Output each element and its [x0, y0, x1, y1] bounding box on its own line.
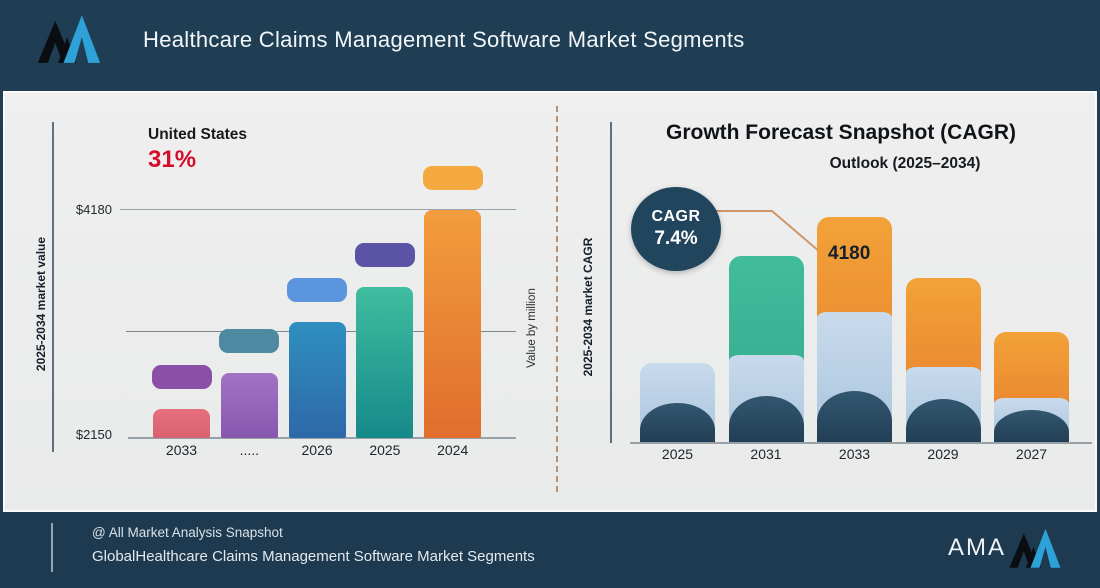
left-right-axis-label: Value by million	[526, 288, 538, 368]
header-bar: Healthcare Claims Management Software Ma…	[0, 0, 1100, 91]
x-label-2031: 2031	[750, 446, 782, 462]
left-y-axis-label: 2025-2034 market value	[34, 236, 48, 372]
bar-body-2026	[288, 322, 346, 438]
peak-value-label: 4180	[828, 243, 871, 264]
gridline-4180	[120, 209, 516, 210]
bar-cap-2024	[422, 166, 483, 190]
cagr-badge: CAGR 7.4%	[631, 187, 721, 271]
page-title: Healthcare Claims Management Software Ma…	[143, 27, 745, 52]
x-label-2024: 2024	[437, 442, 469, 458]
left-annotation-value: 31%	[148, 146, 197, 173]
bar-cap-2026	[287, 278, 348, 303]
right-y-axis	[610, 122, 612, 443]
footer-brand-text: AMA	[948, 534, 1007, 561]
footer-bar: @ All Market Analysis Snapshot GlobalHea…	[0, 512, 1100, 588]
footer-title: GlobalHealthcare Claims Management Softw…	[92, 548, 535, 565]
cagr-badge-value: 7.4%	[654, 228, 698, 249]
x-label-2033: 2033	[838, 446, 871, 462]
left-tick-bottom: $2150	[75, 427, 112, 442]
right-x-axis	[630, 442, 1092, 444]
left-y-axis	[52, 122, 54, 452]
right-chart-title: Growth Forecast Snapshot (CAGR)	[665, 121, 1017, 144]
bar-segment-2025-navy	[640, 403, 715, 442]
footer-note: @ All Market Analysis Snapshot	[92, 525, 283, 540]
x-label-2026: 2026	[301, 442, 333, 458]
bar-body-2025	[356, 287, 414, 438]
right-chart-subtitle: Outlook (2025–2034)	[829, 155, 981, 172]
x-label-2025: 2025	[369, 442, 401, 458]
x-label-2033: 2033	[165, 442, 198, 458]
left-annotation-title: United States	[148, 126, 248, 143]
left-tick-top: $4180	[75, 202, 112, 217]
right-y-axis-label: 2025-2034 market CAGR	[581, 237, 595, 377]
ama-logo-icon	[37, 15, 101, 63]
x-label-2029: 2029	[927, 446, 959, 462]
section-divider	[556, 106, 558, 492]
ama-logo-icon-footer	[1009, 528, 1061, 568]
footer-accent-line	[51, 523, 53, 572]
bar-segment-2033-navy	[817, 391, 892, 442]
x-label-2027: 2027	[1015, 446, 1048, 462]
bar-body-2024	[424, 210, 482, 438]
bar-segment-2027-navy	[994, 410, 1069, 442]
bar-cap-2033	[151, 364, 212, 389]
x-label-.....: .....	[239, 442, 260, 458]
bar-cap-2025	[354, 243, 415, 268]
bar-segment-2031-navy	[728, 396, 804, 442]
cagr-badge-label: CAGR	[651, 208, 701, 225]
cagr-connector-line	[714, 210, 821, 253]
bar-segment-2029-navy	[905, 399, 981, 442]
bar-cap-.....	[219, 328, 280, 353]
x-label-2025: 2025	[661, 446, 694, 462]
bar-body-2033	[153, 408, 210, 438]
bar-body-.....	[220, 372, 278, 438]
left-x-axis	[128, 437, 516, 439]
